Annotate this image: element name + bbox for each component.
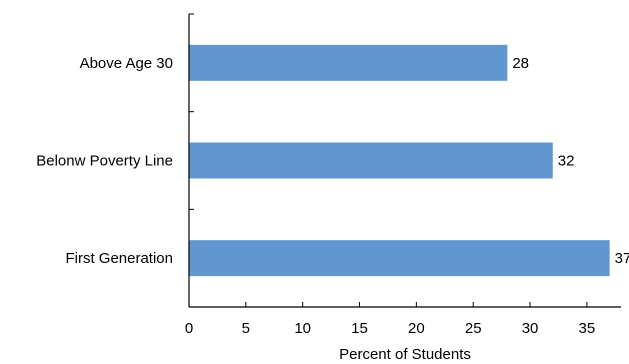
bar xyxy=(189,142,553,179)
x-tick-label: 0 xyxy=(185,320,193,337)
category-labels-group: Above Age 30 Belonw Poverty Line First Gen… xyxy=(36,55,173,267)
data-label: 32 xyxy=(558,153,575,170)
x-tick-label: 35 xyxy=(579,320,596,337)
data-label: 37 xyxy=(615,250,629,267)
axes-group xyxy=(188,13,621,308)
bars-group xyxy=(189,44,610,277)
bar xyxy=(189,44,508,81)
category-label: First Generation xyxy=(65,250,173,267)
tick-labels-group: 0 5 10 15 20 25 30 35 xyxy=(185,320,595,337)
x-tick-label: 20 xyxy=(408,320,425,337)
x-tick-label: 10 xyxy=(294,320,311,337)
x-axis-title: Percent of Students xyxy=(339,346,471,363)
bar xyxy=(189,240,610,277)
x-tick-label: 5 xyxy=(242,320,250,337)
x-tick-label: 30 xyxy=(522,320,539,337)
data-label: 28 xyxy=(512,55,529,72)
x-tick-label: 15 xyxy=(351,320,368,337)
data-labels-group: 28 32 37 xyxy=(512,55,629,267)
x-tick-label: 25 xyxy=(465,320,482,337)
category-label: Belonw Poverty Line xyxy=(36,153,173,170)
category-label: Above Age 30 xyxy=(80,55,173,72)
